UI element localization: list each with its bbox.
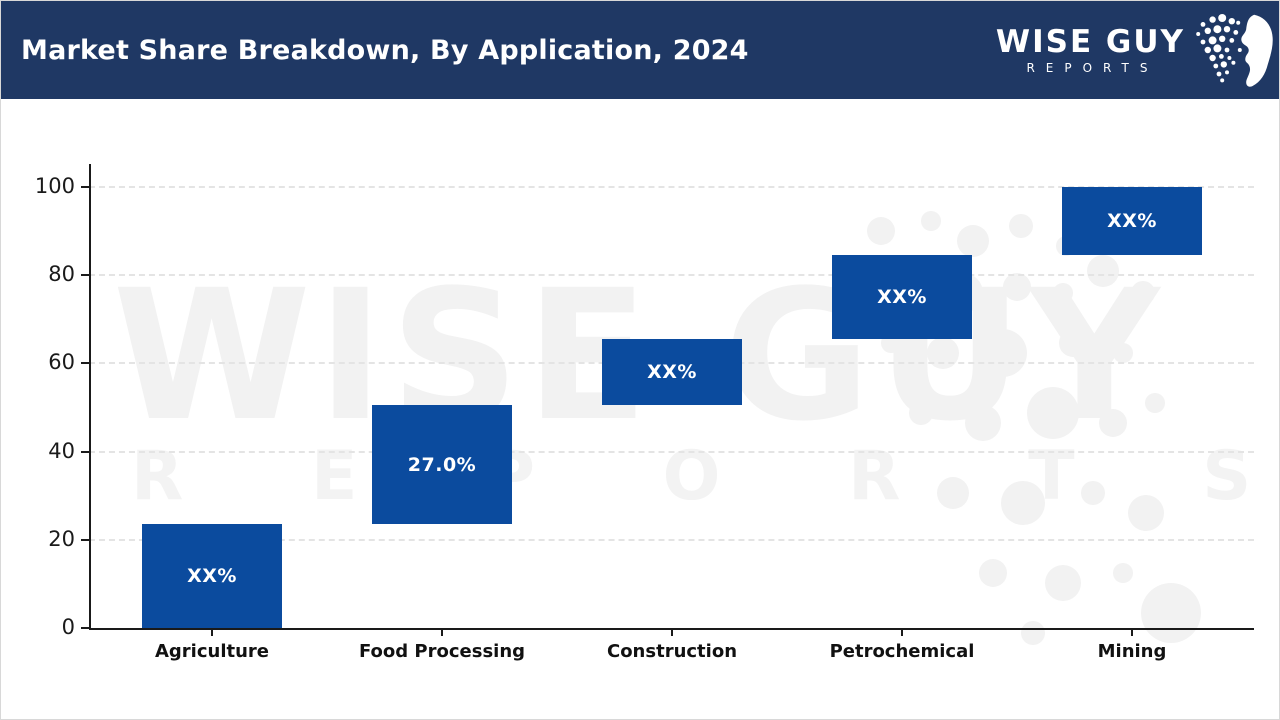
- y-axis-line: [89, 164, 91, 630]
- gridline: [89, 274, 1254, 277]
- x-axis-label-food-processing: Food Processing: [358, 641, 526, 662]
- y-tick-label: 20: [48, 526, 75, 551]
- x-tick: [901, 628, 903, 636]
- bar-value-label: XX%: [877, 286, 927, 309]
- wise-guy-logo: WISE GUY REPORTS: [995, 1, 1279, 99]
- x-axis-line: [89, 628, 1254, 630]
- gridline: [89, 538, 1254, 541]
- y-tick-label: 0: [61, 615, 75, 639]
- x-tick: [441, 628, 443, 636]
- logo-line2: REPORTS: [1026, 60, 1159, 75]
- bar-value-label: 27.0%: [407, 453, 477, 476]
- bar-construction: XX%: [602, 339, 742, 406]
- header: Market Share Breakdown, By Application, …: [1, 1, 1279, 99]
- x-axis-label-petrochemical: Petrochemical: [829, 641, 975, 662]
- page-title: Market Share Breakdown, By Application, …: [21, 34, 749, 66]
- x-axis-label-mining: Mining: [1097, 641, 1167, 662]
- logo-wordmark: WISE GUY REPORTS: [995, 23, 1185, 75]
- y-tick-label: 60: [48, 350, 75, 375]
- x-axis-label-construction: Construction: [606, 641, 738, 662]
- y-tick-label: 40: [48, 438, 75, 463]
- bar-value-label: XX%: [647, 361, 697, 384]
- gridline: [89, 450, 1254, 453]
- x-tick: [1131, 628, 1133, 636]
- bar-food-processing: 27.0%: [372, 405, 512, 525]
- y-tick: [81, 186, 89, 188]
- y-tick-label: 80: [48, 262, 75, 287]
- gridline: [89, 186, 1254, 188]
- y-tick: [81, 538, 89, 541]
- y-tick: [81, 362, 89, 365]
- bar-agriculture: XX%: [142, 524, 282, 628]
- y-tick-label: 100: [34, 174, 75, 198]
- x-tick: [211, 628, 213, 636]
- bar-value-label: XX%: [1107, 210, 1157, 233]
- bar-mining: XX%: [1062, 187, 1202, 256]
- logo-line1: WISE GUY: [995, 23, 1185, 60]
- brain-face-icon: [1196, 14, 1273, 87]
- y-tick: [81, 450, 89, 453]
- y-tick: [81, 274, 89, 277]
- x-tick: [671, 628, 673, 636]
- bar-value-label: XX%: [187, 565, 237, 588]
- x-axis-label-agriculture: Agriculture: [154, 641, 270, 662]
- y-tick: [81, 627, 89, 629]
- bar-petrochemical: XX%: [832, 255, 972, 340]
